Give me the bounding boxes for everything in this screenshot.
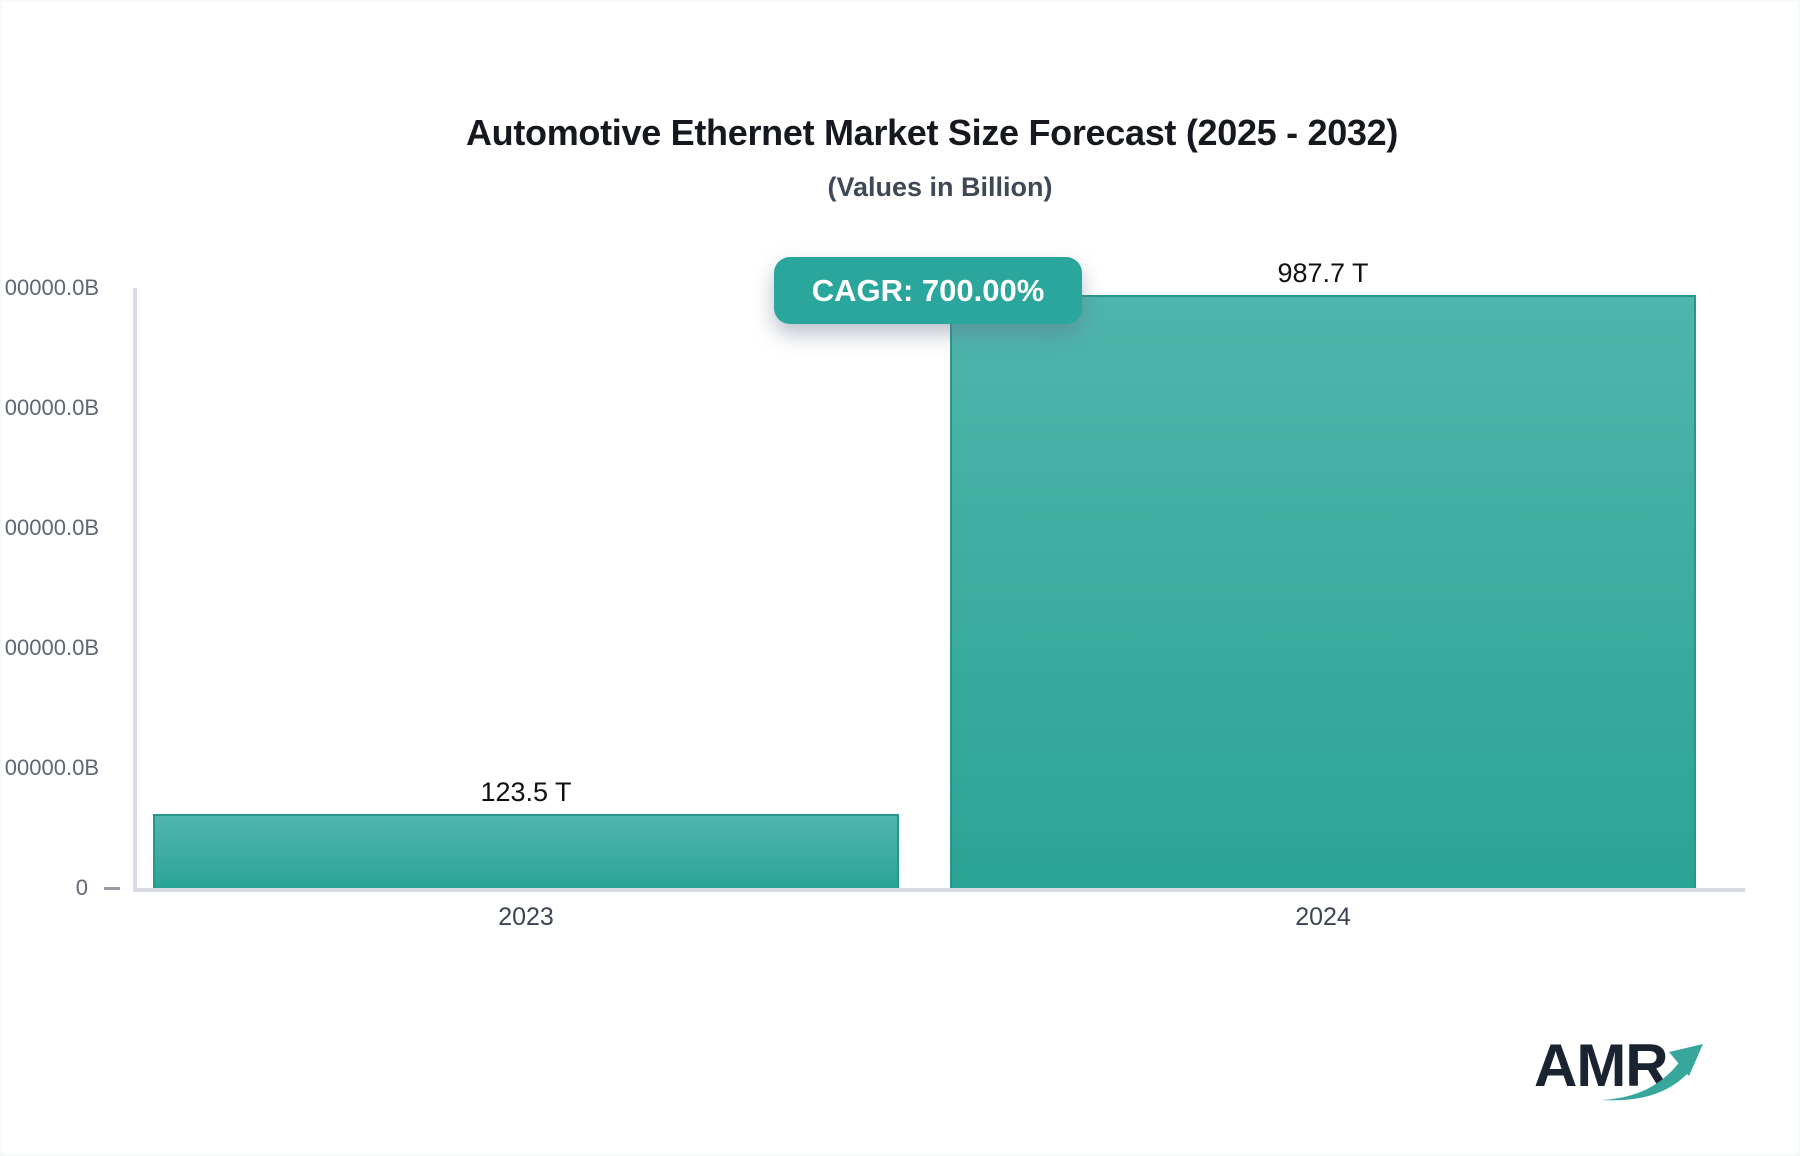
- y-axis-tick-label: 00000.0B: [4, 395, 99, 420]
- x-axis-label-2024: 2024: [1295, 903, 1351, 931]
- zero-tick-mark: [104, 887, 120, 890]
- bar-2023: [153, 814, 899, 888]
- y-axis-tick-label: 00000.0B: [4, 755, 99, 780]
- chart-title: Automotive Ethernet Market Size Forecast…: [465, 112, 1399, 153]
- y-axis-tick-label: 00000.0B: [4, 635, 99, 660]
- growth-arrow-icon: [1601, 1044, 1703, 1101]
- bar-2024: [950, 295, 1696, 888]
- x-axis-line: [133, 888, 1745, 892]
- bar-value-label: 987.7 T: [1277, 258, 1369, 288]
- amr-logo: AMR: [1534, 1032, 1734, 1132]
- x-axis-label-2023: 2023: [498, 903, 554, 931]
- y-axis-line: [133, 288, 137, 892]
- y-axis-tick-label: 00000.0B: [4, 275, 99, 300]
- amr-logo-text: AMR: [1534, 1032, 1669, 1099]
- y-axis-tick-label: 00000.0B: [4, 515, 99, 540]
- bar-value-label: 123.5 T: [480, 777, 572, 807]
- chart-subtitle: (Values in Billion): [827, 172, 1053, 202]
- y-axis-tick-label: 0: [75, 875, 88, 900]
- cagr-badge: CAGR: 700.00%: [774, 257, 1082, 324]
